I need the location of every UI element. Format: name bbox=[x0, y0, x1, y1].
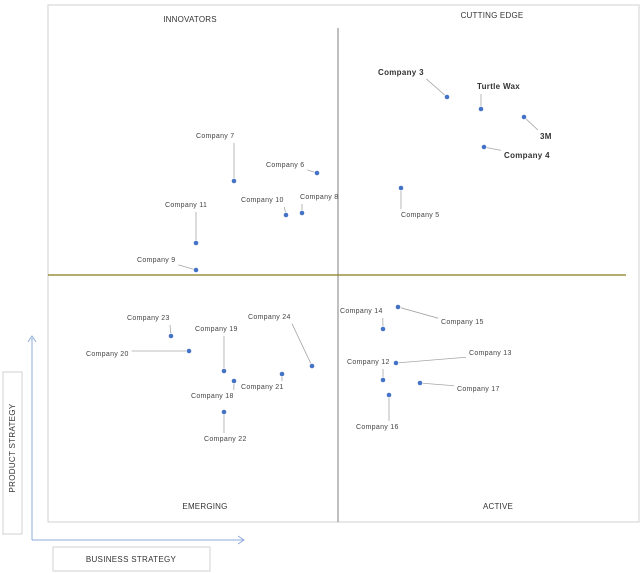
point-label-company-16: Company 16 bbox=[356, 424, 399, 431]
point-marker-company-14 bbox=[380, 326, 386, 332]
leader-line-company-3 bbox=[426, 78, 446, 96]
point-marker-company-6 bbox=[314, 170, 320, 176]
point-marker-company-17 bbox=[417, 380, 423, 386]
leader-line-company-10 bbox=[283, 206, 286, 213]
point-label-company-17: Company 17 bbox=[457, 386, 500, 393]
x-axis-label: BUSINESS STRATEGY bbox=[86, 555, 177, 564]
point-label-company-20: Company 20 bbox=[86, 351, 129, 358]
point-label-company-14: Company 14 bbox=[340, 308, 383, 315]
leader-line-company-9 bbox=[178, 264, 194, 270]
quadrant-label-cutting-edge: CUTTING EDGE bbox=[461, 11, 524, 20]
point-marker-company-23 bbox=[168, 333, 174, 339]
point-label-company-7: Company 7 bbox=[196, 133, 235, 140]
leader-line-company-15 bbox=[400, 307, 439, 319]
point-marker-company-24 bbox=[309, 363, 315, 369]
point-marker-3m bbox=[521, 114, 527, 120]
point-label-turtle-wax: Turtle Wax bbox=[477, 82, 520, 91]
point-label-company-3: Company 3 bbox=[378, 68, 424, 77]
point-label-company-8: Company 8 bbox=[300, 194, 339, 201]
point-marker-company-9 bbox=[193, 267, 199, 273]
leader-line-company-4 bbox=[486, 147, 502, 151]
point-label-company-22: Company 22 bbox=[204, 436, 247, 443]
point-marker-company-8 bbox=[299, 210, 305, 216]
x-axis-label-box bbox=[52, 546, 211, 572]
point-marker-company-15 bbox=[395, 304, 401, 310]
leader-line-company-17 bbox=[422, 382, 455, 387]
point-label-company-12: Company 12 bbox=[347, 359, 390, 366]
y-axis-label: PRODUCT STRATEGY bbox=[8, 403, 17, 492]
point-label-company-24: Company 24 bbox=[248, 314, 291, 321]
quadrant-label-emerging: EMERGING bbox=[182, 502, 227, 511]
point-marker-company-21 bbox=[279, 371, 285, 377]
point-label-company-23: Company 23 bbox=[127, 315, 170, 322]
y-axis-arrowhead bbox=[27, 335, 37, 343]
point-label-company-6: Company 6 bbox=[266, 162, 305, 169]
quadrant-label-active: ACTIVE bbox=[483, 502, 513, 511]
point-label-company-10: Company 10 bbox=[241, 197, 284, 204]
point-marker-company-18 bbox=[231, 378, 237, 384]
point-marker-company-20 bbox=[186, 348, 192, 354]
point-label-company-11: Company 11 bbox=[165, 202, 207, 209]
company-points: Company 3 Turtle Wax 3M Company 4 Company 5 C… bbox=[86, 68, 552, 443]
point-label-company-15: Company 15 bbox=[441, 319, 484, 326]
point-marker-company-22 bbox=[221, 409, 227, 415]
x-axis-arrowhead bbox=[237, 535, 245, 545]
leader-line-company-6 bbox=[307, 169, 315, 173]
leader-line-company-23 bbox=[169, 324, 172, 334]
point-marker-turtle-wax bbox=[478, 106, 484, 112]
leader-line-3m bbox=[525, 118, 539, 131]
point-label-company-9: Company 9 bbox=[137, 257, 176, 264]
point-marker-company-4 bbox=[481, 144, 487, 150]
point-label-company-5: Company 5 bbox=[401, 212, 440, 219]
point-label-company-21: Company 21 bbox=[241, 384, 284, 391]
point-marker-company-3 bbox=[444, 94, 450, 100]
point-marker-company-13 bbox=[393, 360, 399, 366]
point-marker-company-10 bbox=[283, 212, 289, 218]
point-label-3m: 3M bbox=[540, 132, 552, 141]
point-marker-company-16 bbox=[386, 392, 392, 398]
point-marker-company-19 bbox=[221, 368, 227, 374]
point-marker-company-5 bbox=[398, 185, 404, 191]
y-axis-label-box bbox=[2, 371, 23, 535]
leader-line-company-24 bbox=[291, 323, 312, 364]
point-marker-company-11 bbox=[193, 240, 199, 246]
point-label-company-19: Company 19 bbox=[195, 326, 238, 333]
point-marker-company-7 bbox=[231, 178, 237, 184]
point-label-company-18: Company 18 bbox=[191, 393, 234, 400]
point-marker-company-12 bbox=[380, 377, 386, 383]
chart-border bbox=[47, 4, 640, 523]
point-label-company-4: Company 4 bbox=[504, 151, 550, 160]
leader-line-company-13 bbox=[398, 356, 467, 364]
quadrant-label-innovators: INNOVATORS bbox=[163, 15, 217, 24]
point-label-company-13: Company 13 bbox=[469, 350, 512, 357]
